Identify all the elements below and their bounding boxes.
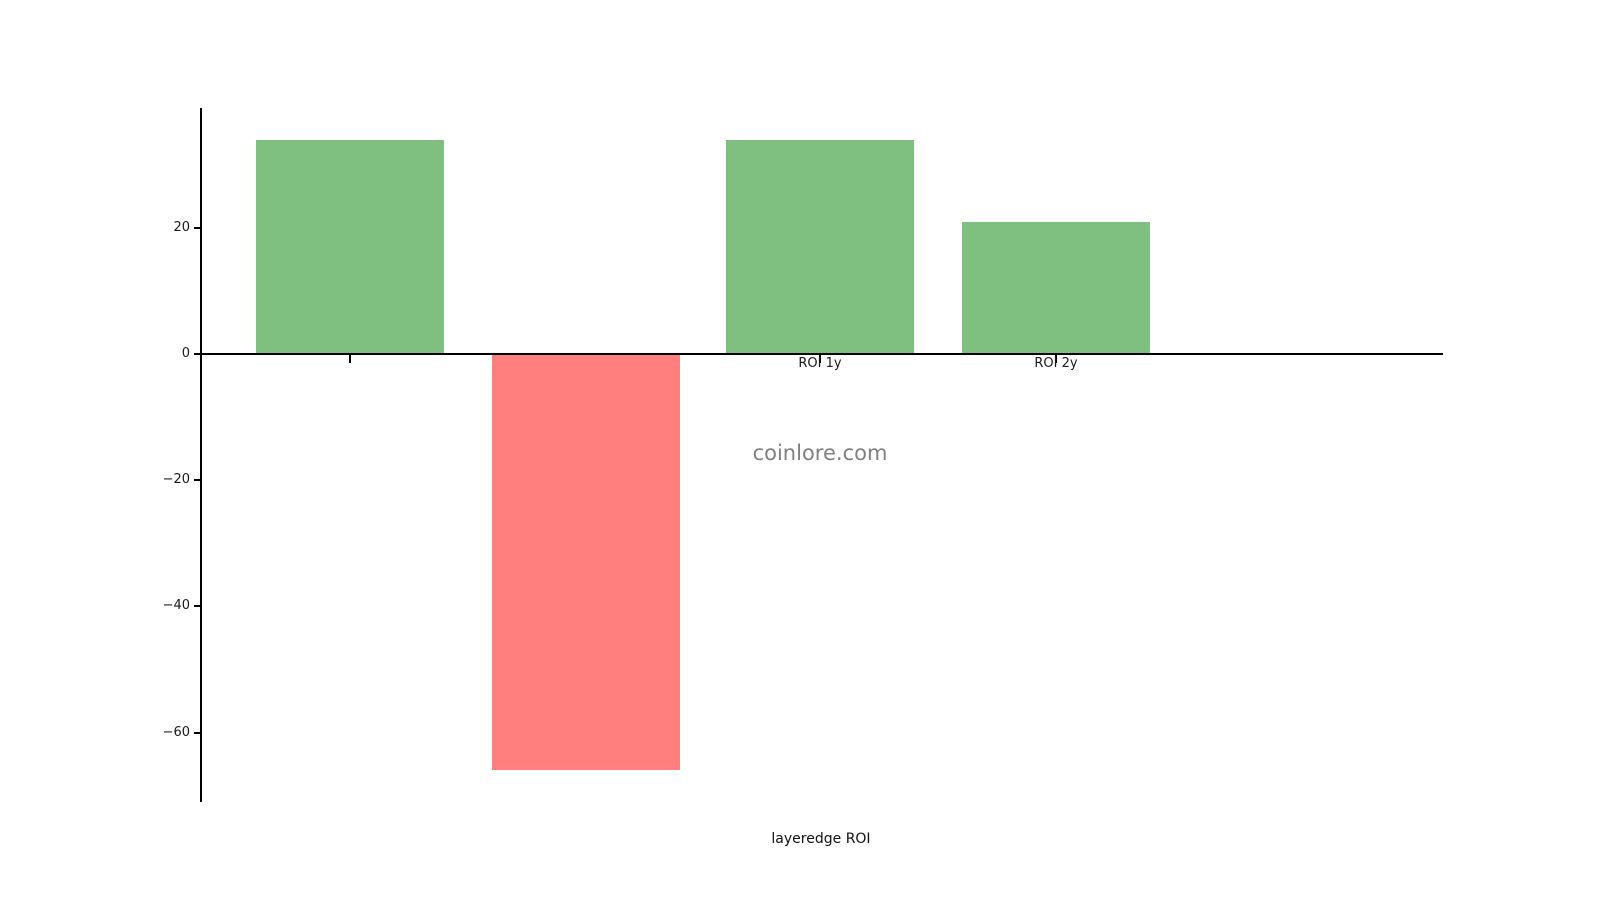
bar-unlabeled-1 bbox=[492, 354, 680, 771]
y-tick-label: −60 bbox=[162, 724, 190, 740]
y-tick-label: −20 bbox=[162, 472, 190, 488]
x-tick-label-roi-2y: ROI 2y bbox=[1034, 356, 1078, 372]
y-tick-label: 0 bbox=[181, 346, 190, 362]
bar-unlabeled-0 bbox=[256, 139, 444, 355]
y-tick-mark bbox=[194, 353, 201, 356]
bar-roi-1y bbox=[726, 139, 914, 355]
x-tick-mark bbox=[819, 354, 821, 364]
x-axis-zero-line bbox=[200, 353, 1443, 355]
x-tick-label-roi-1y: ROI 1y bbox=[798, 356, 842, 372]
x-tick-mark bbox=[1055, 354, 1057, 364]
y-tick-label: 20 bbox=[173, 219, 190, 235]
watermark: coinlore.com bbox=[752, 441, 888, 465]
y-tick-mark bbox=[194, 479, 201, 482]
y-tick-mark bbox=[194, 226, 201, 229]
x-tick-mark bbox=[349, 354, 351, 364]
y-tick-mark bbox=[194, 731, 201, 734]
y-tick-mark bbox=[194, 605, 201, 608]
x-axis-title: layeredge ROI bbox=[771, 831, 871, 847]
bar-roi-2y bbox=[962, 221, 1150, 355]
y-axis-spine bbox=[200, 108, 202, 802]
y-tick-label: −40 bbox=[162, 598, 190, 614]
